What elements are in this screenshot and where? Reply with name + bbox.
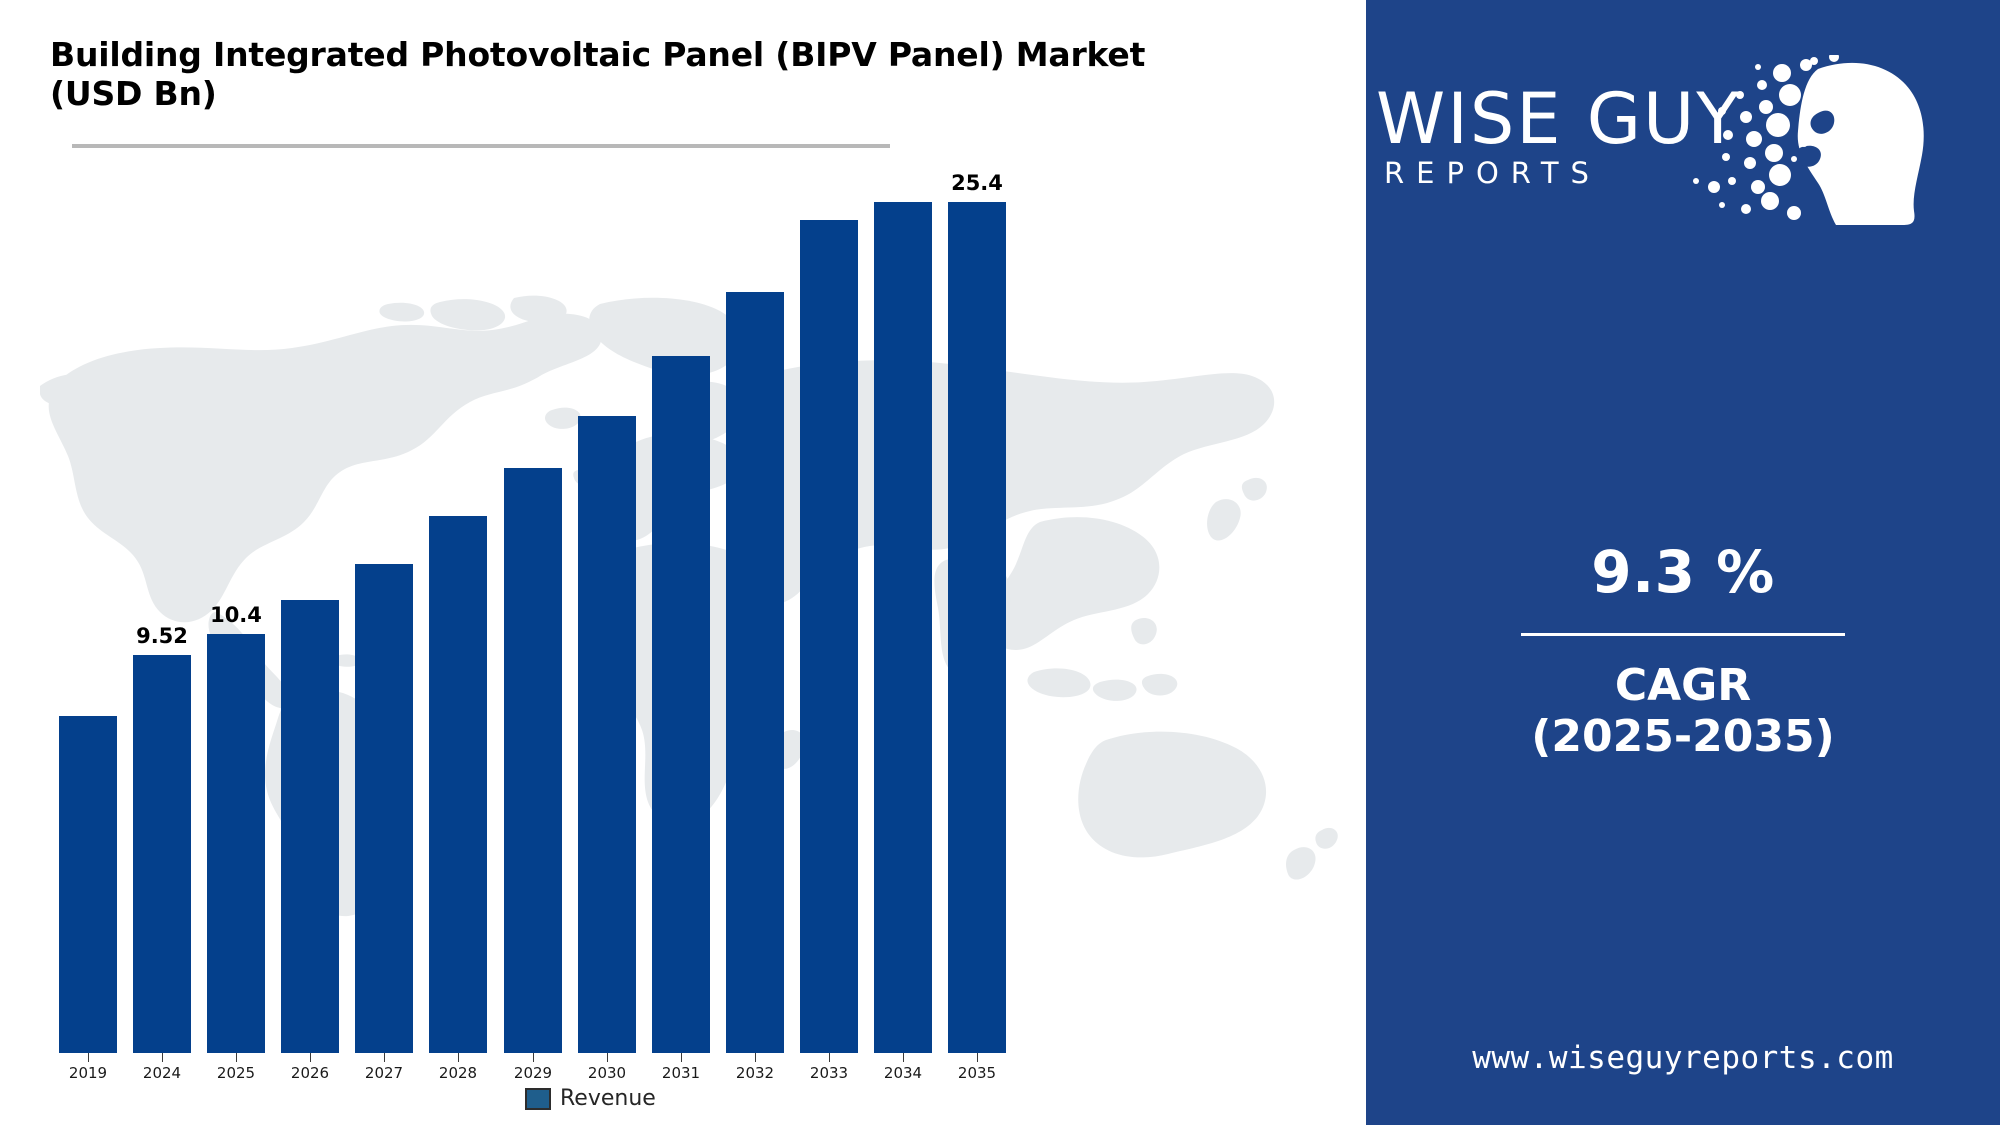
bar-slot: 10.4 bbox=[187, 173, 285, 1053]
cagr-value: 9.3 % bbox=[1591, 538, 1775, 606]
bar-2030[interactable] bbox=[578, 416, 636, 1053]
legend-swatch-revenue bbox=[525, 1087, 551, 1110]
bar-slot: 13.4 bbox=[409, 173, 507, 1053]
x-tick-label: 2024 bbox=[142, 1064, 182, 1082]
bar-2029[interactable] bbox=[504, 468, 562, 1053]
legend-label-revenue: Revenue bbox=[560, 1086, 656, 1111]
bar-2035[interactable] bbox=[948, 202, 1006, 1053]
bar-2032[interactable] bbox=[726, 292, 784, 1053]
x-tick-label: 2028 bbox=[438, 1064, 478, 1082]
x-tick bbox=[903, 1053, 904, 1062]
x-tick-label: 2032 bbox=[735, 1064, 775, 1082]
bar-slot: 14.6 bbox=[484, 173, 582, 1053]
bar-2027[interactable] bbox=[355, 564, 413, 1053]
bar-slot: 7 bbox=[39, 173, 137, 1053]
cagr-divider bbox=[1521, 633, 1845, 636]
bar-slot: 11.3 bbox=[261, 173, 359, 1053]
x-tick-label: 2027 bbox=[364, 1064, 404, 1082]
x-tick bbox=[755, 1053, 756, 1062]
bar-2034[interactable] bbox=[874, 202, 932, 1053]
cagr-caption: CAGR (2025-2035) bbox=[1366, 660, 2000, 762]
cagr-caption-line2: (2025-2035) bbox=[1531, 711, 1835, 763]
x-tick bbox=[88, 1053, 89, 1062]
bar-slot: 19 bbox=[706, 173, 804, 1053]
svg-text:WISE GUY: WISE GUY bbox=[1376, 78, 1741, 160]
website-url[interactable]: www.wiseguyreports.com bbox=[1472, 1040, 1894, 1076]
x-tick-label: 2025 bbox=[216, 1064, 256, 1082]
x-tick bbox=[236, 1053, 237, 1062]
x-tick-label: 2019 bbox=[68, 1064, 108, 1082]
chart-panel: Building Integrated Photovoltaic Panel (… bbox=[39, 35, 1338, 1111]
x-tick bbox=[533, 1053, 534, 1062]
bar-slot: 9.52 bbox=[113, 173, 211, 1053]
bar-value-label: 25.4 bbox=[951, 171, 1003, 195]
bar-2031[interactable] bbox=[652, 356, 710, 1053]
cagr-caption-line1: CAGR bbox=[1614, 660, 1752, 711]
bar-slot: 12.2 bbox=[335, 173, 433, 1053]
bar-2024[interactable] bbox=[133, 655, 191, 1053]
bar-2028[interactable] bbox=[429, 516, 487, 1053]
bar-slot: 25.4 bbox=[928, 173, 1026, 1053]
svg-text:REPORTS: REPORTS bbox=[1384, 156, 1601, 190]
x-tick bbox=[162, 1053, 163, 1062]
chart-legend[interactable]: Revenue bbox=[525, 1086, 656, 1111]
x-tick-label: 2026 bbox=[290, 1064, 330, 1082]
bar-2019[interactable] bbox=[59, 716, 117, 1053]
bar-slot: 20.8 bbox=[780, 173, 878, 1053]
bar-2033[interactable] bbox=[800, 220, 858, 1053]
x-tick bbox=[977, 1053, 978, 1062]
x-tick-label: 2033 bbox=[809, 1064, 849, 1082]
x-tick-label: 2029 bbox=[513, 1064, 553, 1082]
bar-value-label: 10.4 bbox=[210, 603, 262, 627]
x-tick-label: 2035 bbox=[957, 1064, 997, 1082]
bar-value-label: 9.52 bbox=[136, 624, 188, 648]
bar-slot: 22.7 bbox=[854, 173, 952, 1053]
x-tick-label: 2030 bbox=[587, 1064, 627, 1082]
brand-panel: WISE GUY REPORTS bbox=[1366, 0, 2000, 1125]
bar-2025[interactable] bbox=[207, 634, 265, 1053]
x-tick bbox=[829, 1053, 830, 1062]
bar-slot: 15.9 bbox=[558, 173, 656, 1053]
bar-2026[interactable] bbox=[281, 600, 339, 1053]
x-tick bbox=[607, 1053, 608, 1062]
x-tick bbox=[384, 1053, 385, 1062]
x-tick bbox=[458, 1053, 459, 1062]
x-tick bbox=[681, 1053, 682, 1062]
title-divider bbox=[72, 144, 890, 148]
x-tick-label: 2031 bbox=[661, 1064, 701, 1082]
bar-plot-area: 7 9.52 10.4 11.3 12.2 13.4 bbox=[39, 173, 1026, 1053]
wiseguy-reports-logo: WISE GUY REPORTS bbox=[1366, 55, 2000, 225]
x-tick-label: 2034 bbox=[883, 1064, 923, 1082]
x-tick bbox=[310, 1053, 311, 1062]
chart-title: Building Integrated Photovoltaic Panel (… bbox=[50, 35, 1146, 113]
bar-slot: 17.4 bbox=[632, 173, 730, 1053]
